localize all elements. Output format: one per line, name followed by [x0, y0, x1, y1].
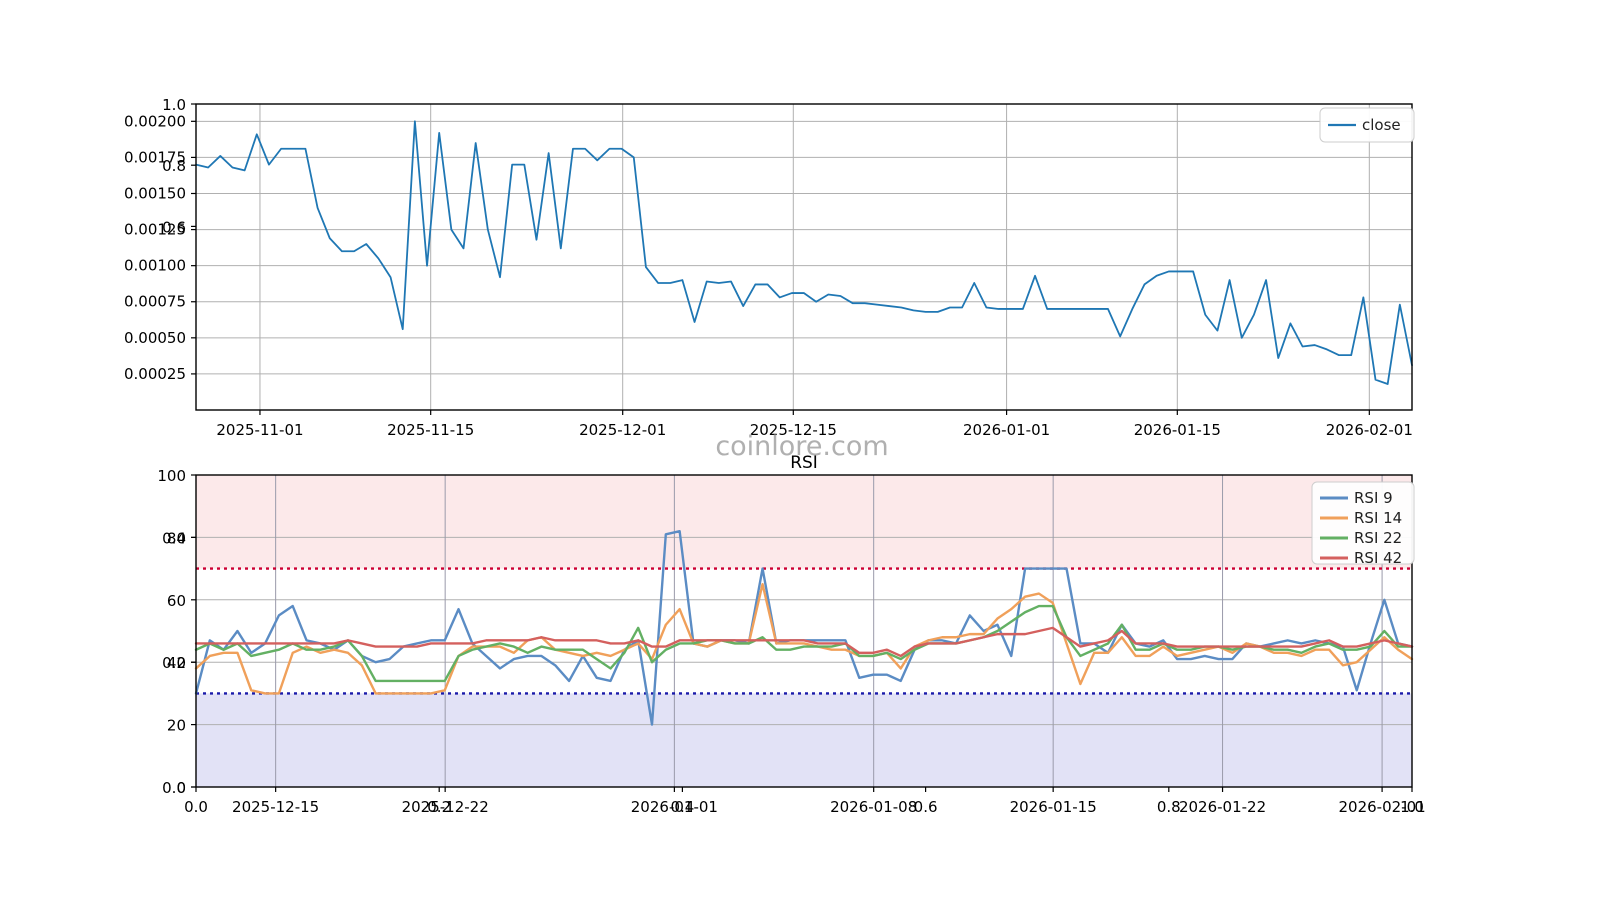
price-xtick-label: 2025-12-01: [579, 421, 666, 439]
price-xtick-label: 2025-11-01: [216, 421, 303, 439]
price-xtick-label: 2026-02-01: [1326, 421, 1413, 439]
rsi-line-rsi-14: [194, 583, 1414, 695]
price-xtick-label: 2025-11-15: [387, 421, 474, 439]
watermark-coinlore: coinlore.com: [715, 431, 888, 462]
rsi-xtick-label: 2026-01-08: [830, 798, 917, 816]
rsi-phantom-xtick-label: 0.0: [184, 798, 208, 816]
price-legend[interactable]: close: [1319, 107, 1415, 143]
rsi-xtick-label: 2026-01-15: [1010, 798, 1097, 816]
rsi-phantom-xtick-label: 0.4: [670, 798, 694, 816]
rsi-panel: 0 20 40 60 80 100 2025-12-15 2025-12-22 2026-01-…: [157, 467, 1425, 816]
price-phantom-ytick-label: 1.0: [162, 96, 186, 114]
price-ytick-label: 0.00175: [124, 148, 186, 166]
rsi-legend-label-rsi-42: RSI 42: [1354, 549, 1402, 567]
rsi-ytick-label: 80: [167, 529, 186, 547]
rsi-phantom-xtick-label: 1.0: [1400, 798, 1424, 816]
rsi-axes-frame: [195, 474, 1413, 788]
price-ytick-label: 0.00050: [124, 329, 186, 347]
price-ytick-label: 0.00100: [124, 257, 186, 275]
price-xtick-label: 2026-01-15: [1134, 421, 1221, 439]
rsi-phantom-xtick-label: 0.8: [1157, 798, 1181, 816]
rsi-ytick-label: 60: [167, 592, 186, 610]
price-ytick-label: 0.00025: [124, 365, 186, 383]
rsi-phantom-xtick-label: 0.6: [914, 798, 938, 816]
rsi-phantom-ytick-label: 0.0: [162, 779, 186, 797]
rsi-ytick-label: 100: [157, 467, 186, 485]
price-phantom-ytick-label: 0.8: [162, 157, 186, 175]
rsi-title: RSI: [790, 453, 818, 473]
rsi-xtick-label: 2026-01-01: [631, 798, 718, 816]
price-ytick-label: 0.00125: [124, 221, 186, 239]
rsi-line-rsi-42: [194, 626, 1414, 658]
rsi-phantom-xtick-label: 0.2: [427, 798, 451, 816]
rsi-xtick-label: 2025-12-22: [402, 798, 489, 816]
rsi-ytick-label: 20: [167, 717, 186, 735]
rsi-xtick-label: 2026-01-22: [1179, 798, 1266, 816]
rsi-ytick-label: 40: [167, 654, 186, 672]
rsi-legend-box: [1311, 481, 1415, 565]
rsi-legend[interactable]: RSI 9 RSI 14 RSI 22 RSI 42: [1311, 481, 1415, 567]
rsi-ytick-label: 0: [176, 779, 186, 797]
rsi-xtick-label: 2026-02-01: [1338, 798, 1425, 816]
rsi-shaded-band-oversold: [196, 693, 1412, 787]
rsi-xtick-label: 2025-12-15: [232, 798, 319, 816]
price-xtick-label: 2025-12-15: [750, 421, 837, 439]
price-legend-box: [1319, 107, 1415, 143]
rsi-phantom-ytick-label: 0.4: [162, 529, 186, 547]
price-ytick-label: 0.00075: [124, 293, 186, 311]
price-ytick-label: 0.00200: [124, 112, 186, 130]
price-legend-label-close: close: [1362, 116, 1401, 134]
price-xtick-label: 2026-01-01: [963, 421, 1050, 439]
rsi-legend-label-rsi-14: RSI 14: [1354, 509, 1402, 527]
rsi-legend-label-rsi-9: RSI 9: [1354, 489, 1393, 507]
price-panel: 0.00200 0.00175 0.00150 0.00125 0.00100 0.000…: [124, 96, 1415, 439]
rsi-phantom-ytick-label: 0.2: [162, 654, 186, 672]
price-axes-frame: [195, 103, 1413, 411]
rsi-shaded-band-overbought: [196, 475, 1412, 569]
rsi-legend-label-rsi-22: RSI 22: [1354, 529, 1402, 547]
price-close-line: [195, 120, 1413, 385]
price-ytick-label: 0.00150: [124, 184, 186, 202]
price-plot-background: [196, 104, 1412, 410]
price-phantom-ytick-label: 0.6: [162, 218, 186, 236]
